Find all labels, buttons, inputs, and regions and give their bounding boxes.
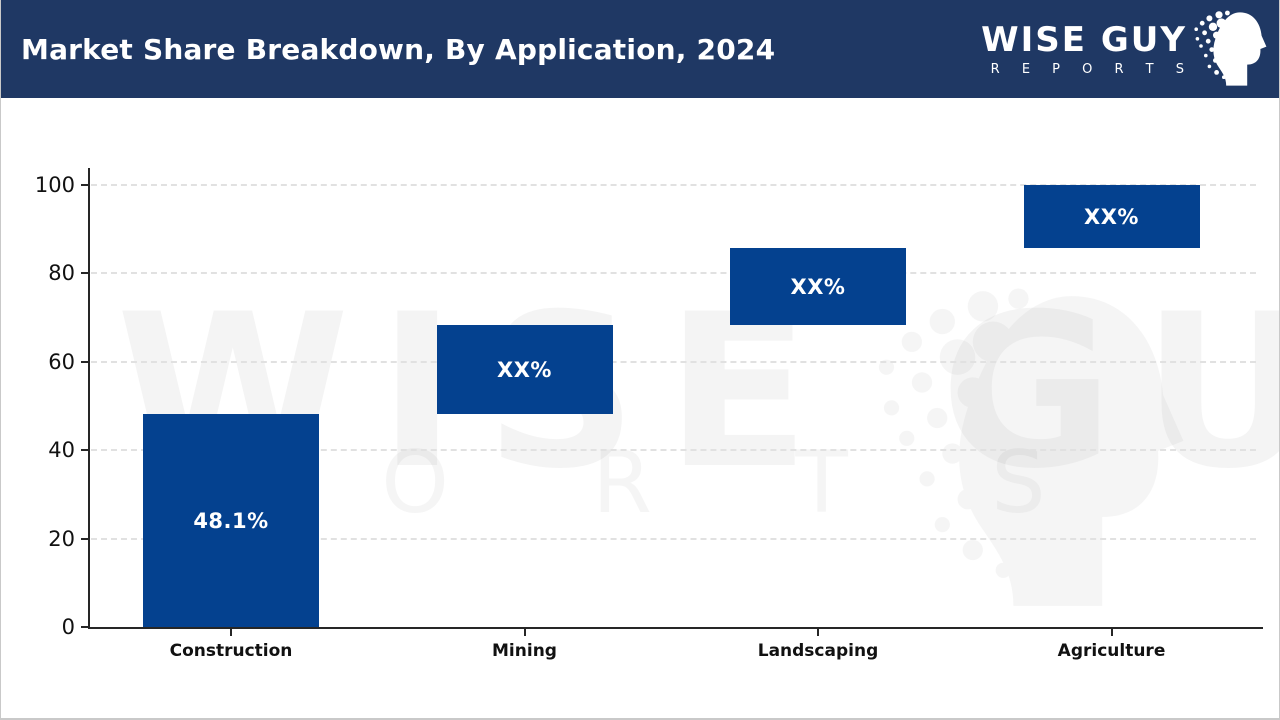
dotted-face-profile-icon bbox=[1194, 10, 1267, 86]
logo-text: WISE GUY R E P O R T S bbox=[981, 23, 1187, 76]
xtick-mark-agriculture bbox=[1110, 629, 1113, 636]
logo-subtitle: R E P O R T S bbox=[990, 61, 1193, 77]
gridline-100 bbox=[91, 184, 1256, 186]
bar-landscaping: XX% bbox=[730, 248, 906, 326]
xtick-label-mining: Mining bbox=[492, 641, 557, 661]
bar-value-label: XX% bbox=[790, 274, 846, 299]
ytick-mark-0 bbox=[81, 626, 89, 628]
logo-wordmark: WISE GUY bbox=[981, 19, 1187, 60]
ytick-mark-40 bbox=[81, 449, 89, 452]
ytick-mark-20 bbox=[81, 537, 89, 540]
xtick-mark-landscaping bbox=[817, 629, 819, 636]
ytick-label-20: 20 bbox=[48, 526, 75, 551]
bar-value-label: 48.1% bbox=[193, 508, 269, 533]
wiseguy-logo: WISE GUY R E P O R T S bbox=[981, 8, 1267, 90]
gridline-60 bbox=[91, 360, 1256, 363]
header-bar: Market Share Breakdown, By Application, … bbox=[1, 0, 1279, 98]
xtick-mark-mining bbox=[523, 629, 526, 636]
ytick-label-0: 0 bbox=[61, 615, 75, 639]
ytick-mark-100 bbox=[81, 184, 89, 186]
y-axis-line bbox=[88, 168, 90, 629]
ytick-mark-60 bbox=[81, 360, 89, 363]
gridline-20 bbox=[91, 537, 1256, 540]
xtick-mark-construction bbox=[230, 629, 232, 636]
ytick-label-100: 100 bbox=[34, 173, 75, 197]
bar-agriculture: XX% bbox=[1023, 185, 1200, 249]
bar-construction: 48.1% bbox=[143, 414, 319, 627]
ytick-label-80: 80 bbox=[48, 261, 75, 286]
plot-region: 0 20 40 60 80 100 48.1% Construction XX% Mining XX… bbox=[1, 98, 1279, 718]
chart-title: Market Share Breakdown, By Application, … bbox=[21, 32, 776, 66]
gridline-40 bbox=[91, 449, 1256, 452]
xtick-label-construction: Construction bbox=[169, 641, 293, 661]
xtick-label-landscaping: Landscaping bbox=[757, 641, 879, 661]
bar-mining: XX% bbox=[436, 325, 613, 415]
bar-value-label: XX% bbox=[497, 357, 552, 382]
ytick-label-60: 60 bbox=[48, 349, 75, 374]
chart-area: WISE GUY P O R T S 02040608010048.1%Cons… bbox=[1, 98, 1279, 718]
x-axis-line bbox=[88, 627, 1263, 629]
gridline-80 bbox=[91, 272, 1256, 275]
ytick-label-40: 40 bbox=[48, 438, 75, 463]
ytick-mark-80 bbox=[81, 272, 89, 275]
bar-value-label: XX% bbox=[1084, 204, 1139, 229]
xtick-label-agriculture: Agriculture bbox=[1057, 641, 1166, 661]
